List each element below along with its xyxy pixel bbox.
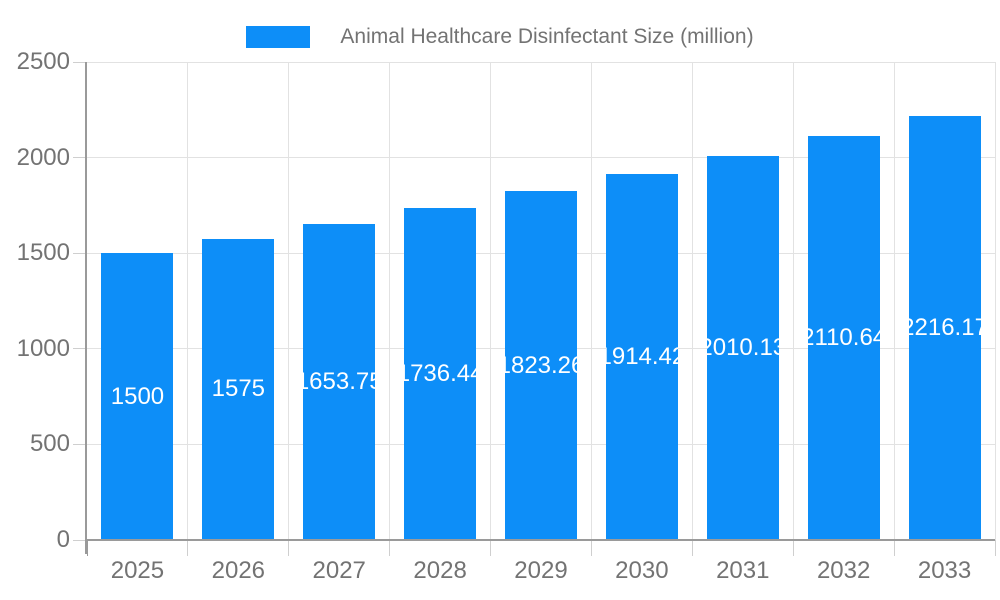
x-axis-tick-label: 2033 <box>917 557 972 584</box>
x-axis-tick <box>893 540 895 556</box>
x-axis-tick <box>389 540 391 556</box>
x-axis-tick-label: 2027 <box>312 557 366 584</box>
gridline-vertical <box>288 62 290 540</box>
gridline-vertical <box>994 62 996 540</box>
gridline-vertical <box>691 62 693 540</box>
y-axis-tick-label: 0 <box>56 526 70 553</box>
y-axis-tick <box>73 61 87 63</box>
y-axis-tick-label: 1000 <box>16 334 70 362</box>
legend-label: Animal Healthcare Disinfectant Size (mil… <box>340 25 754 48</box>
bar: 2216.17 <box>908 116 981 540</box>
bar-value-label: 2216.17 <box>909 314 981 342</box>
y-axis-tick-label: 1500 <box>16 239 70 267</box>
x-axis-tick-label: 2028 <box>413 557 467 584</box>
x-axis-tick <box>691 540 693 556</box>
x-axis-tick <box>187 540 189 556</box>
gridline-vertical <box>187 62 189 540</box>
x-axis-tick <box>86 540 88 556</box>
bar-value-label: 2010.13 <box>707 333 779 361</box>
y-axis-tick <box>73 252 87 254</box>
bar-value-label: 1823.26 <box>505 351 577 379</box>
bar: 1653.75 <box>303 223 376 540</box>
x-axis-tick-label: 2029 <box>514 557 568 584</box>
x-axis-tick <box>994 540 996 556</box>
x-axis-tick <box>490 540 492 556</box>
gridline-vertical <box>590 62 592 540</box>
y-axis-tick-label: 500 <box>29 430 70 458</box>
gridline-vertical <box>490 62 492 540</box>
x-axis-tick <box>288 540 290 556</box>
bar: 2010.13 <box>706 155 779 540</box>
gridline-vertical <box>893 62 895 540</box>
bar-value-label: 2110.64 <box>807 324 880 352</box>
bar-value-label: 1914.42 <box>606 342 678 370</box>
y-axis-tick <box>73 539 87 541</box>
bar: 1500 <box>101 253 174 540</box>
y-axis-tick-label: 2500 <box>16 48 70 75</box>
y-axis-tick-label: 2000 <box>16 143 70 171</box>
gridline-horizontal <box>87 61 995 63</box>
bar: 1914.42 <box>605 173 678 540</box>
x-axis-tick <box>590 540 592 556</box>
gridline-vertical <box>792 62 794 540</box>
bar: 2110.64 <box>807 136 880 540</box>
bar-value-label: 1500 <box>110 382 165 410</box>
legend-item[interactable]: Animal Healthcare Disinfectant Size (mil… <box>246 25 754 49</box>
x-axis-tick-label: 2026 <box>211 557 266 584</box>
bar-value-label: 1575 <box>211 375 266 403</box>
x-axis-tick <box>792 540 794 556</box>
y-axis-tick <box>73 443 87 445</box>
legend-swatch <box>246 26 311 48</box>
bar-value-label: 1736.44 <box>404 359 476 387</box>
x-axis-tick-label: 2031 <box>716 557 770 584</box>
gridline-horizontal <box>87 157 995 159</box>
y-axis-tick <box>73 157 87 159</box>
x-axis-tick-label: 2032 <box>816 557 871 584</box>
bar: 1736.44 <box>404 207 477 540</box>
y-axis-tick <box>73 348 87 350</box>
x-axis-line <box>85 539 995 541</box>
y-axis-line <box>85 62 87 554</box>
gridline-vertical <box>389 62 391 540</box>
bar: 1575 <box>202 238 275 540</box>
chart-legend: Animal Healthcare Disinfectant Size (mil… <box>0 25 1000 49</box>
x-axis-tick-label: 2030 <box>615 557 669 584</box>
bar: 1823.26 <box>505 191 577 540</box>
x-axis-tick-label: 2025 <box>110 557 165 584</box>
bar-value-label: 1653.75 <box>303 367 375 395</box>
